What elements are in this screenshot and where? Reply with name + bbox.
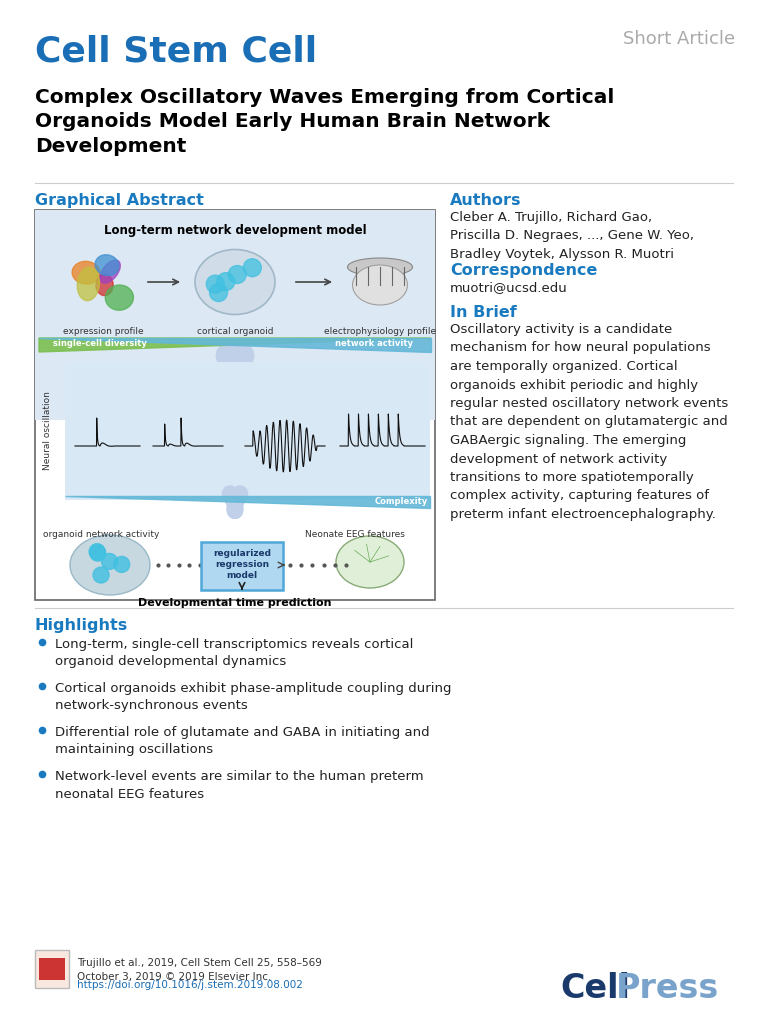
- Ellipse shape: [105, 285, 134, 310]
- Text: Neural oscillation: Neural oscillation: [42, 391, 51, 470]
- Text: muotri@ucsd.edu: muotri@ucsd.edu: [450, 281, 568, 294]
- FancyBboxPatch shape: [35, 210, 435, 420]
- Text: Oscillatory activity is a candidate
mechanism for how neural populations
are tem: Oscillatory activity is a candidate mech…: [450, 323, 728, 521]
- Ellipse shape: [353, 265, 408, 305]
- Text: In Brief: In Brief: [450, 305, 517, 319]
- Text: electrophysiology profile: electrophysiology profile: [324, 327, 436, 336]
- FancyBboxPatch shape: [65, 362, 430, 500]
- Text: Complex Oscillatory Waves Emerging from Cortical
Organoids Model Early Human Bra: Complex Oscillatory Waves Emerging from …: [35, 88, 614, 156]
- Polygon shape: [39, 338, 431, 352]
- Text: Authors: Authors: [450, 193, 521, 208]
- Text: Network-level events are similar to the human preterm
neonatal EEG features: Network-level events are similar to the …: [55, 770, 424, 801]
- Circle shape: [90, 545, 106, 561]
- Ellipse shape: [72, 261, 100, 284]
- Text: Differential role of glutamate and GABA in initiating and
maintaining oscillatio: Differential role of glutamate and GABA …: [55, 726, 429, 757]
- Polygon shape: [39, 338, 431, 352]
- Text: single-cell diversity: single-cell diversity: [53, 339, 147, 348]
- Text: Long-term, single-cell transcriptomics reveals cortical
organoid developmental d: Long-term, single-cell transcriptomics r…: [55, 638, 413, 669]
- Circle shape: [101, 553, 118, 569]
- Text: Graphical Abstract: Graphical Abstract: [35, 193, 204, 208]
- Ellipse shape: [78, 267, 99, 301]
- Circle shape: [210, 284, 227, 301]
- Text: expression profile: expression profile: [63, 327, 144, 336]
- Text: network activity: network activity: [335, 339, 413, 348]
- Text: Developmental time prediction: Developmental time prediction: [138, 598, 332, 608]
- Circle shape: [93, 567, 109, 583]
- Ellipse shape: [336, 536, 404, 588]
- Text: Cleber A. Trujillo, Richard Gao,
Priscilla D. Negraes, ..., Gene W. Yeo,
Bradley: Cleber A. Trujillo, Richard Gao, Priscil…: [450, 211, 694, 261]
- Text: Cortical organoids exhibit phase-amplitude coupling during
network-synchronous e: Cortical organoids exhibit phase-amplitu…: [55, 682, 452, 713]
- Text: Press: Press: [616, 972, 720, 1005]
- Text: Trujillo et al., 2019, Cell Stem Cell 25, 558–569
October 3, 2019 © 2019 Elsevie: Trujillo et al., 2019, Cell Stem Cell 25…: [77, 958, 322, 982]
- Circle shape: [207, 275, 224, 293]
- Circle shape: [217, 272, 235, 291]
- Text: Correspondence: Correspondence: [450, 263, 598, 278]
- FancyBboxPatch shape: [35, 210, 435, 600]
- Text: cortical organoid: cortical organoid: [197, 327, 273, 336]
- Text: organoid network activity: organoid network activity: [43, 530, 160, 539]
- Ellipse shape: [347, 258, 412, 276]
- Text: Short Article: Short Article: [623, 30, 735, 48]
- Polygon shape: [65, 496, 430, 508]
- FancyBboxPatch shape: [39, 958, 65, 980]
- FancyBboxPatch shape: [201, 542, 283, 590]
- Text: Highlights: Highlights: [35, 618, 128, 633]
- Ellipse shape: [195, 250, 275, 314]
- Circle shape: [243, 259, 261, 276]
- Text: Complexity: Complexity: [375, 497, 429, 506]
- Circle shape: [114, 556, 130, 572]
- Circle shape: [228, 265, 247, 284]
- Ellipse shape: [95, 255, 119, 275]
- Ellipse shape: [100, 260, 121, 284]
- Text: Neonate EEG features: Neonate EEG features: [305, 530, 405, 539]
- Circle shape: [89, 544, 105, 559]
- Text: Cell Stem Cell: Cell Stem Cell: [35, 35, 317, 69]
- Ellipse shape: [96, 274, 113, 296]
- Text: Cell: Cell: [560, 972, 630, 1005]
- Text: Long-term network development model: Long-term network development model: [104, 224, 366, 237]
- Text: https://doi.org/10.1016/j.stem.2019.08.002: https://doi.org/10.1016/j.stem.2019.08.0…: [77, 980, 303, 990]
- Text: regularized
regression
model: regularized regression model: [213, 549, 271, 581]
- FancyBboxPatch shape: [35, 950, 69, 988]
- Ellipse shape: [70, 535, 150, 595]
